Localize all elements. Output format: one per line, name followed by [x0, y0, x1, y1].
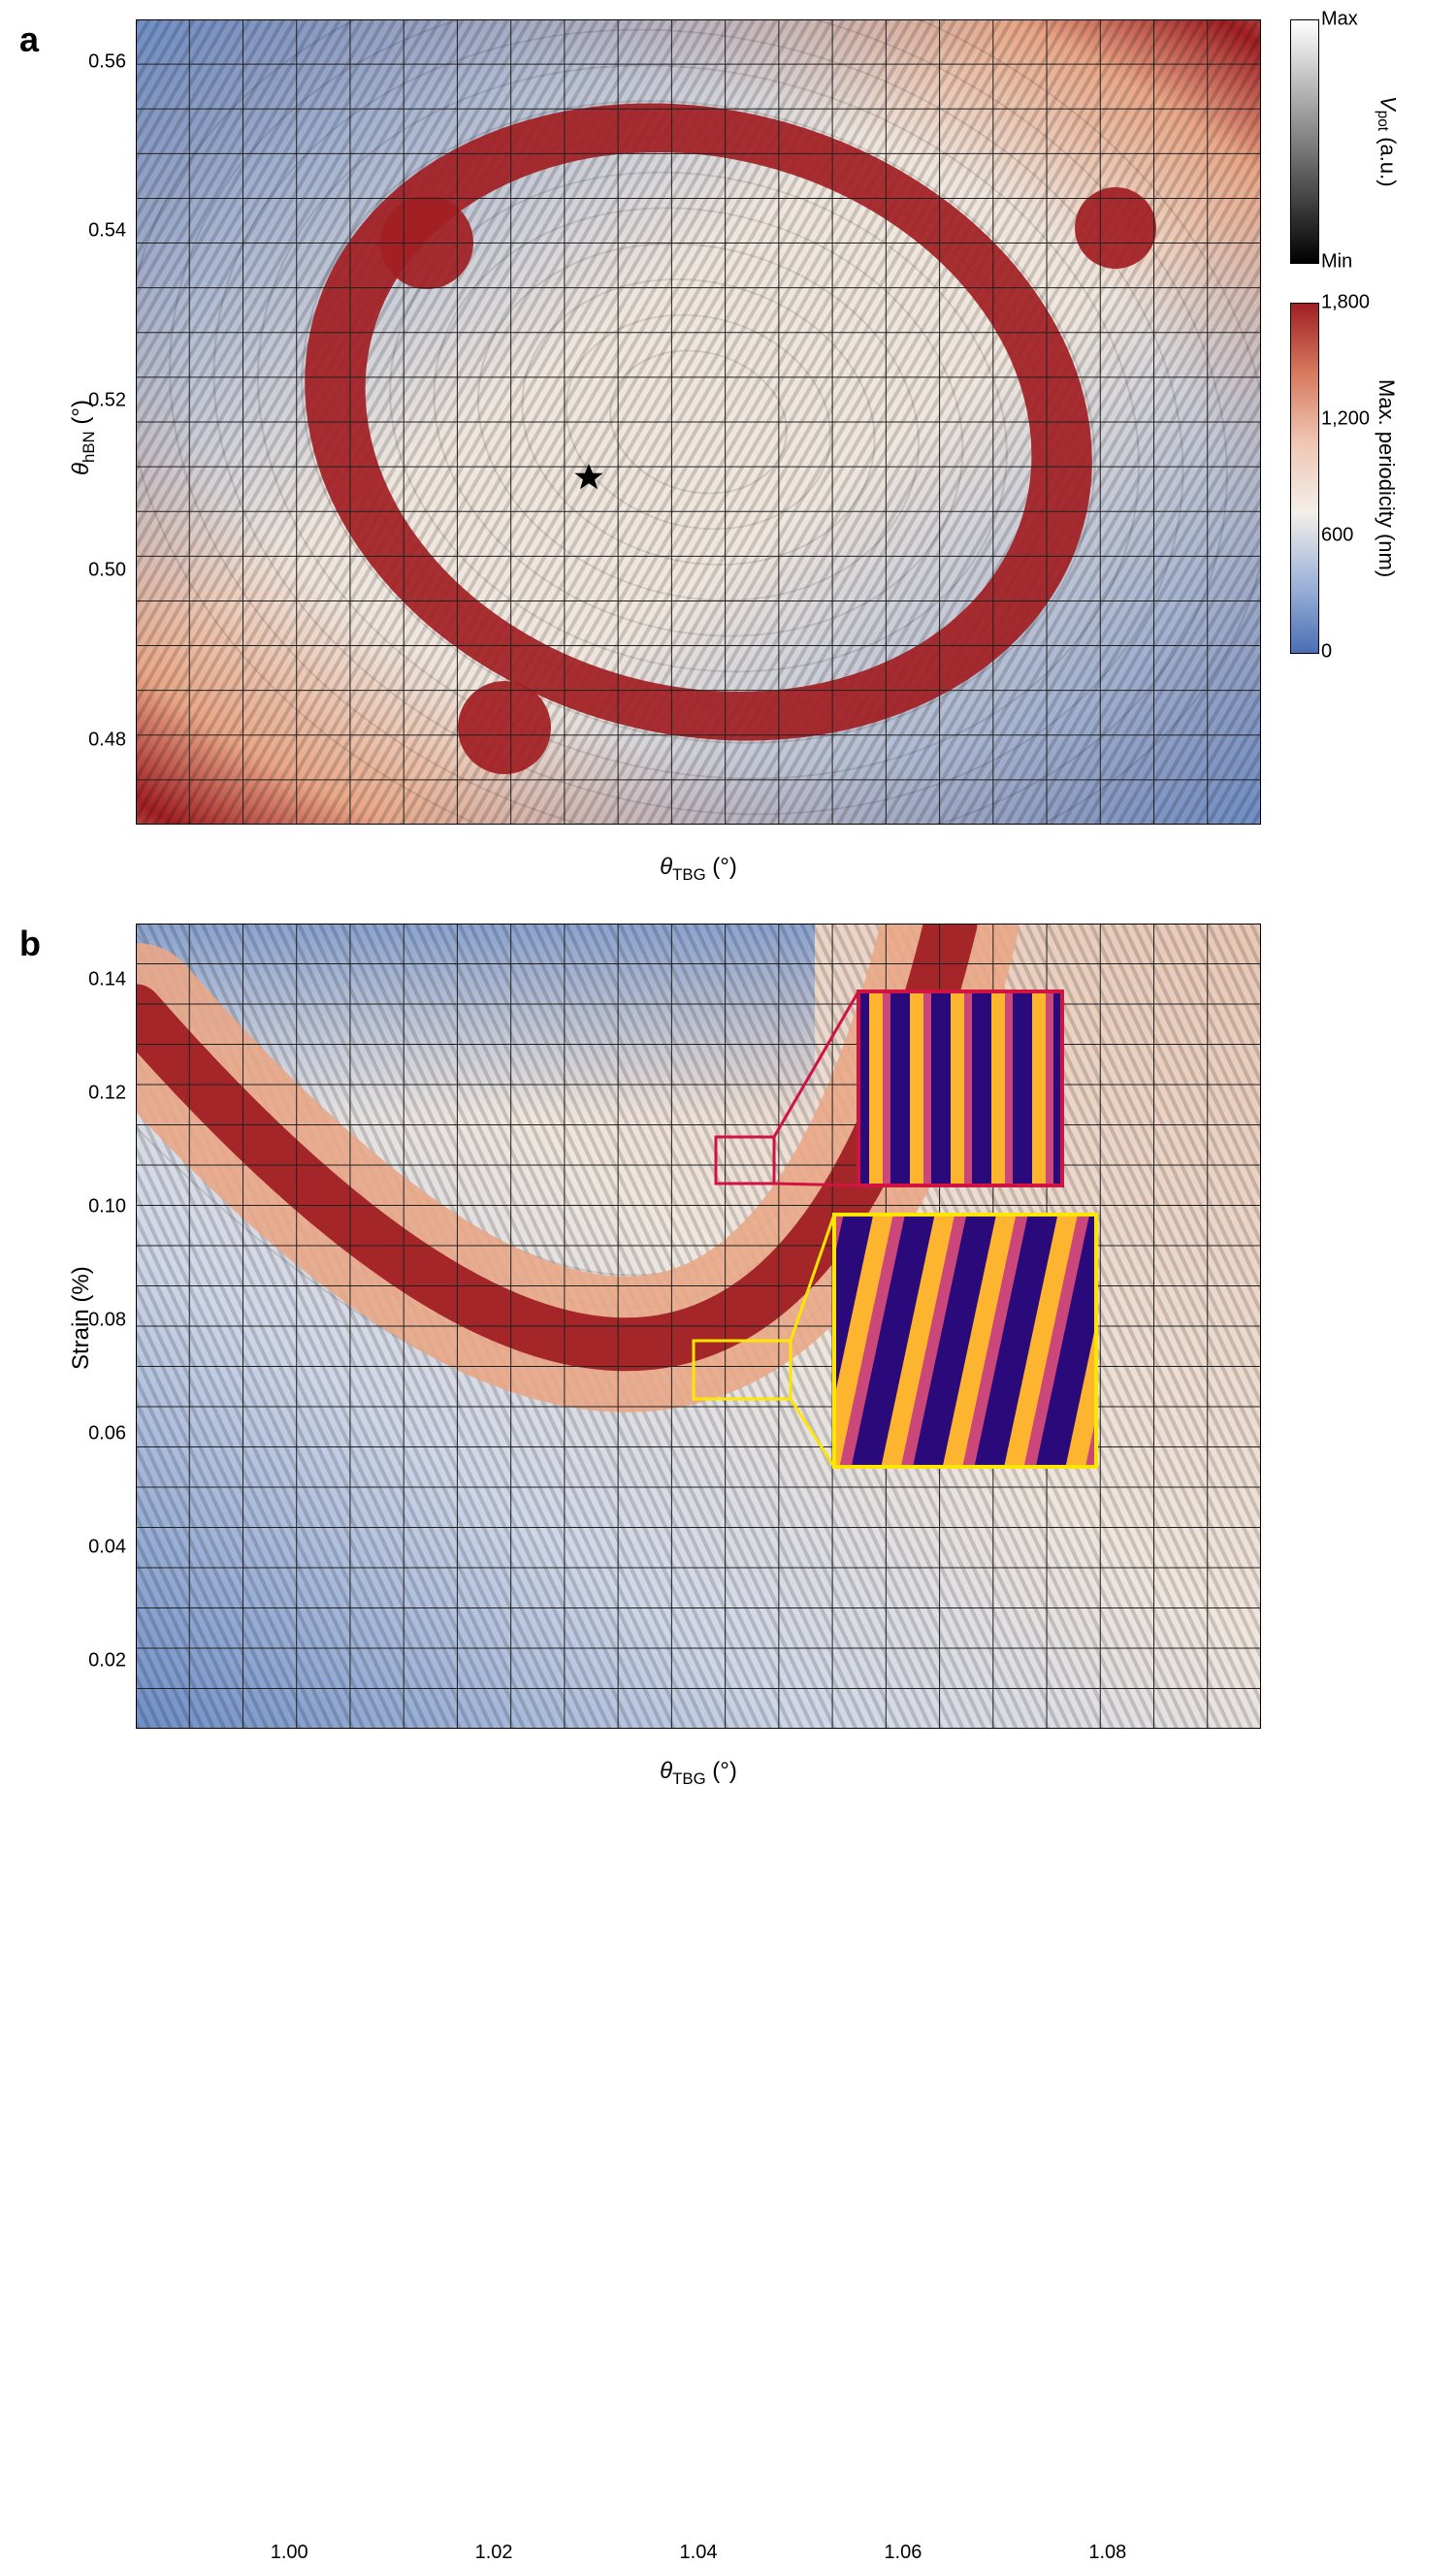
panel-b-plot — [136, 924, 1261, 1729]
y-tick: 0.06 — [68, 1422, 126, 1444]
periodicity-colorbar-label: Max. periodicity (nm) — [1374, 379, 1399, 577]
y-tick: 0.04 — [68, 1536, 126, 1558]
y-tick: 0.12 — [68, 1083, 126, 1105]
y-tick: 0.48 — [68, 729, 126, 751]
x-tick: 1.04 — [680, 2542, 718, 2564]
y-tick: 0.08 — [68, 1309, 126, 1331]
vpot-min-label: Min — [1321, 251, 1352, 274]
panel-a-plot — [136, 19, 1261, 825]
panel-b-plot-wrap: Strain (%) — [136, 924, 1261, 1789]
periodicity-tick: 1,200 — [1321, 408, 1370, 431]
panel-a-colorbars: Max Min Vpot (a.u.) 06001,2001,800 Max. … — [1290, 19, 1449, 654]
inset-yellow — [834, 1215, 1096, 1467]
x-tick: 1.08 — [1088, 2542, 1126, 2564]
y-tick: 0.14 — [68, 969, 126, 991]
y-tick: 0.54 — [68, 220, 126, 243]
panel-a-label: a — [19, 19, 39, 60]
x-tick: 1.02 — [475, 2542, 513, 2564]
panel-a-plot-wrap: θhBN (°) — [136, 19, 1261, 885]
periodicity-tick: 1,800 — [1321, 292, 1370, 314]
periodicity-tick: 600 — [1321, 525, 1353, 547]
panel-b-xlabel: θTBG (°) — [136, 1758, 1261, 1789]
y-tick: 0.02 — [68, 1649, 126, 1671]
panel-b: b Strain (%) — [19, 924, 1437, 1789]
y-tick: 0.50 — [68, 559, 126, 581]
periodicity-tick: 0 — [1321, 641, 1332, 664]
periodicity-colorbar: 06001,2001,800 Max. periodicity (nm) — [1290, 303, 1449, 654]
vpot-colorbar-label: Vpot (a.u.) — [1374, 96, 1400, 187]
vpot-colorbar: Max Min Vpot (a.u.) — [1290, 19, 1449, 264]
y-tick: 0.56 — [68, 50, 126, 73]
panel-a: a θhBN (°) — [19, 19, 1437, 885]
y-tick: 0.10 — [68, 1196, 126, 1218]
inset-red — [858, 991, 1062, 1185]
panel-b-label: b — [19, 924, 41, 964]
figure: a θhBN (°) — [0, 0, 1456, 1847]
panel-a-xlabel: θTBG (°) — [136, 854, 1261, 885]
vpot-max-label: Max — [1321, 9, 1358, 31]
x-tick: 1.06 — [884, 2542, 922, 2564]
y-tick: 0.52 — [68, 390, 126, 412]
x-tick: 1.00 — [271, 2542, 308, 2564]
